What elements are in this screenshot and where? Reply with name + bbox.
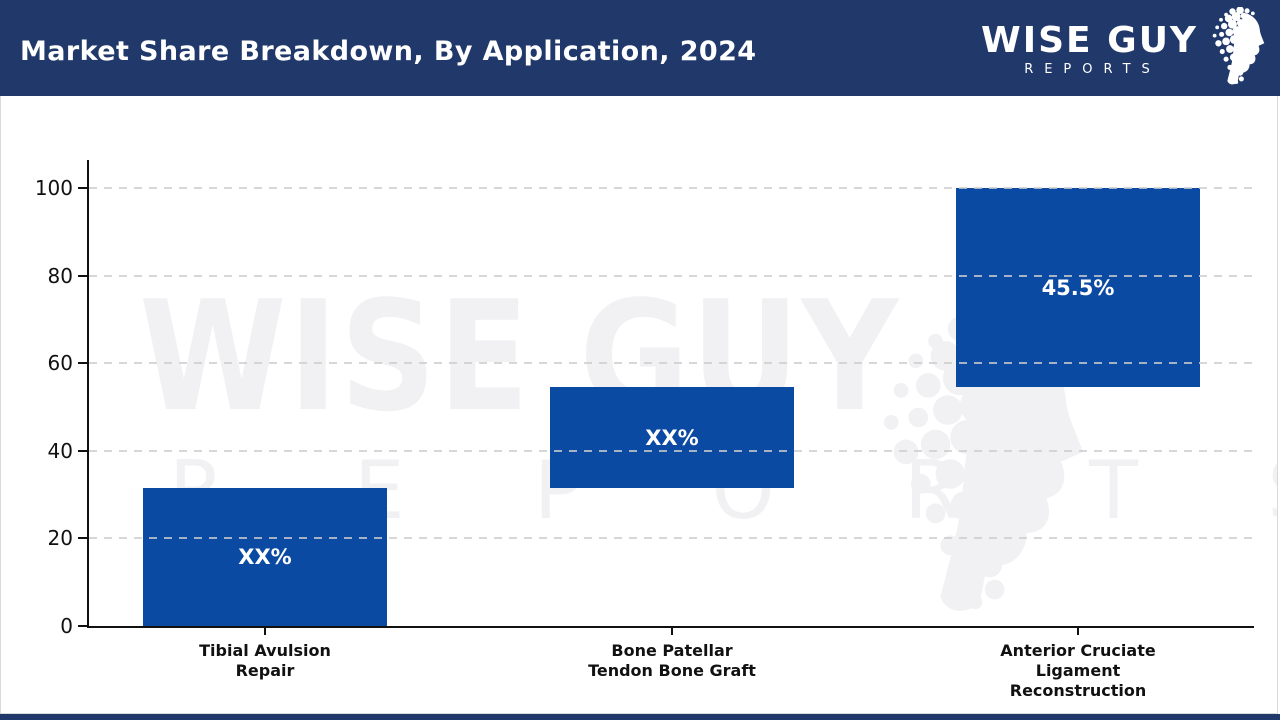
x-category-label-1: Bone Patellar Tendon Bone Graft <box>502 641 842 681</box>
y-tick-label-20: 20 <box>47 526 73 551</box>
gridline-100 <box>89 187 1254 189</box>
x-category-line: Tibial Avulsion <box>199 641 331 660</box>
x-tick-mark-2 <box>1077 628 1079 635</box>
y-tick-mark-20 <box>78 537 87 540</box>
chart-area: WISE GUY R E P O R T S XX% XX% 45.5% 0 20 40 6… <box>0 96 1278 714</box>
x-category-line: Tendon Bone Graft <box>588 661 756 680</box>
bar-segment-1 <box>550 387 794 489</box>
logo-brand: WISE GUY <box>980 19 1198 61</box>
x-axis-spine <box>87 626 1254 628</box>
x-category-line: Reconstruction <box>1009 681 1147 700</box>
logo-sub: REPORTS <box>1024 61 1161 77</box>
y-tick-mark-40 <box>78 449 87 452</box>
page-title: Market Share Breakdown, By Application, … <box>20 36 757 67</box>
x-category-label-2: Anterior Cruciate Ligament Reconstruction <box>908 641 1248 701</box>
logo-text: WISE GUY REPORTS <box>980 19 1198 77</box>
x-tick-mark-0 <box>264 628 266 635</box>
y-tick-mark-60 <box>78 362 87 365</box>
x-category-label-0: Tibial Avulsion Repair <box>95 641 435 681</box>
bar-segment-0 <box>143 488 387 626</box>
x-category-line: Repair <box>235 661 295 680</box>
gridline-20 <box>89 537 1254 540</box>
x-category-line: Ligament <box>1035 661 1121 680</box>
x-tick-mark-1 <box>671 628 673 635</box>
gridline-60 <box>89 362 1254 365</box>
y-tick-label-100: 100 <box>34 176 73 200</box>
y-tick-label-80: 80 <box>47 263 73 288</box>
plot-area: XX% XX% 45.5% 0 20 40 60 80 100 Tibial Avulsion Re… <box>1 96 1277 713</box>
y-tick-mark-0 <box>78 625 87 627</box>
x-category-line: Bone Patellar <box>611 641 733 660</box>
bar-value-label-1: XX% <box>645 425 699 450</box>
y-tick-mark-80 <box>78 274 87 277</box>
gridline-80 <box>89 274 1254 277</box>
y-tick-label-60: 60 <box>47 351 73 376</box>
bar-segment-2 <box>956 188 1200 388</box>
y-tick-mark-100 <box>78 187 87 189</box>
header-bar: Market Share Breakdown, By Application, … <box>0 0 1280 96</box>
x-category-line: Anterior Cruciate <box>1000 641 1156 660</box>
bar-value-label-2: 45.5% <box>1041 275 1115 300</box>
wise-guy-reports-logo: WISE GUY REPORTS <box>981 6 1268 92</box>
gridline-40 <box>89 449 1254 452</box>
y-axis-spine <box>87 160 89 628</box>
footer-bar <box>0 714 1280 720</box>
bar-value-label-0: XX% <box>238 545 292 569</box>
dotted-face-icon <box>1212 7 1265 85</box>
y-tick-label-40: 40 <box>47 438 73 463</box>
y-tick-label-0: 0 <box>60 614 73 638</box>
